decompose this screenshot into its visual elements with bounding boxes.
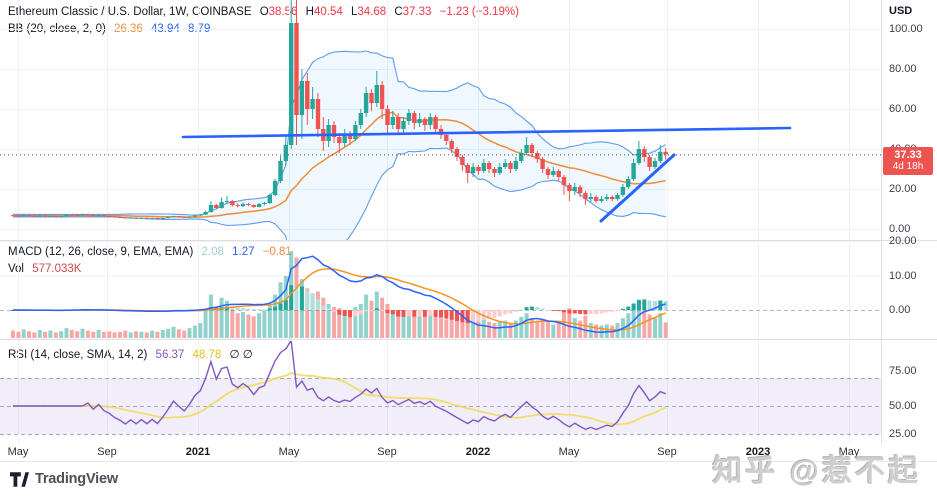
axis-tick-label: 100.00 <box>889 23 923 35</box>
macd-line-value: 1.27 <box>232 246 255 258</box>
close-label: C <box>394 6 403 18</box>
bar-countdown: 4d 18h <box>892 161 924 172</box>
symbol-legend-row[interactable]: Ethereum Classic / U.S. Dollar, 1W, COIN… <box>8 4 519 21</box>
rsi-value: 56.37 <box>155 349 185 361</box>
rsi-label: RSI (14, close, SMA, 14, 2) <box>8 349 148 361</box>
rsi-band <box>0 378 881 434</box>
change-value: −1.23 (−3.19%) <box>439 6 519 18</box>
price-axis[interactable]: USD 100.0080.0060.0040.0020.000.0020.001… <box>881 0 937 443</box>
open-label: O <box>259 6 269 18</box>
price-legend: Ethereum Classic / U.S. Dollar, 1W, COIN… <box>8 4 519 38</box>
axis-tick-label: 20.00 <box>889 183 917 195</box>
axis-tick-label: 25.00 <box>889 428 917 440</box>
axis-tick-label: 10.00 <box>889 269 917 282</box>
rsi-ma-line <box>13 372 667 426</box>
high-value: 40.54 <box>313 6 343 18</box>
volume-legend-row[interactable]: Vol 577.033K <box>8 261 292 278</box>
time-tick-label: Sep <box>657 446 677 458</box>
macd-label: MACD (12, 26, close, 9, EMA, EMA) <box>8 246 194 258</box>
time-tick-label: May <box>7 446 29 458</box>
macd-signal-value: −0.81 <box>262 246 292 258</box>
tradingview-logo-icon <box>10 471 29 487</box>
time-tick-label: May <box>278 446 300 458</box>
trendline <box>599 153 676 223</box>
candles <box>10 0 668 219</box>
time-tick-label: 2022 <box>465 446 491 458</box>
tradingview-logo-text: TradingView <box>35 471 118 487</box>
currency-label: USD <box>889 5 913 17</box>
time-tick-label: May <box>558 446 580 458</box>
macd-legend: MACD (12, 26, close, 9, EMA, EMA) 2.08 1… <box>8 244 292 278</box>
macd-line <box>12 255 666 333</box>
time-tick-label: 2023 <box>745 446 771 458</box>
symbol-title: Ethereum Classic / U.S. Dollar, 1W, COIN… <box>8 6 252 18</box>
rsi-legend: RSI (14, close, SMA, 14, 2) 56.37 48.78 … <box>8 347 253 364</box>
chart-canvas[interactable] <box>0 0 937 443</box>
rsi-line <box>13 341 666 431</box>
volume-value: 577.033K <box>32 263 82 275</box>
trendline <box>181 126 792 139</box>
gridlines <box>0 0 881 443</box>
axis-tick-label: 75.00 <box>889 365 917 377</box>
axis-tick-label: 80.00 <box>889 63 917 75</box>
axis-tick-label: 20.00 <box>889 235 917 247</box>
time-axis[interactable]: May Sep 2021 May Sep 2022 May Sep 2023 May <box>0 443 937 462</box>
last-price-value: 37.33 <box>894 149 922 161</box>
axis-tick-label: 0.00 <box>889 304 911 316</box>
volume-label: Vol <box>8 263 24 275</box>
time-tick-label: Sep <box>377 446 397 458</box>
macd-panel <box>0 251 881 338</box>
panel-separators <box>0 0 937 443</box>
axis-tick-label: 60.00 <box>889 103 917 115</box>
rsi-ma-value: 48.78 <box>192 349 222 361</box>
rsi-panel <box>0 341 881 435</box>
low-value: 34.68 <box>357 6 387 18</box>
time-tick-label: Sep <box>97 446 117 458</box>
axis-tick-label: 50.00 <box>889 400 917 412</box>
open-value: 38.56 <box>268 6 298 18</box>
price-panel <box>10 0 792 240</box>
time-tick-label: 2021 <box>185 446 211 458</box>
high-label: H <box>305 6 314 18</box>
macd-legend-row[interactable]: MACD (12, 26, close, 9, EMA, EMA) 2.08 1… <box>8 244 292 261</box>
rsi-extra: ∅ ∅ <box>229 349 253 361</box>
time-tick-label: May <box>838 446 860 458</box>
bb-upper-line <box>13 50 666 216</box>
rsi-legend-row[interactable]: RSI (14, close, SMA, 14, 2) 56.37 48.78 … <box>8 347 253 364</box>
macd-histogram <box>11 285 668 324</box>
close-value: 37.33 <box>402 6 432 18</box>
bb-fill <box>13 50 666 240</box>
last-price-tag: 37.33 4d 18h <box>883 147 933 175</box>
axis-tick-label: 0.00 <box>889 223 911 235</box>
low-label: L <box>350 6 358 18</box>
zhihu-watermark: 知乎 @惹不起 <box>712 455 921 488</box>
macd-hist-value: 2.08 <box>201 246 224 258</box>
tradingview-logo[interactable]: TradingView <box>10 471 118 487</box>
